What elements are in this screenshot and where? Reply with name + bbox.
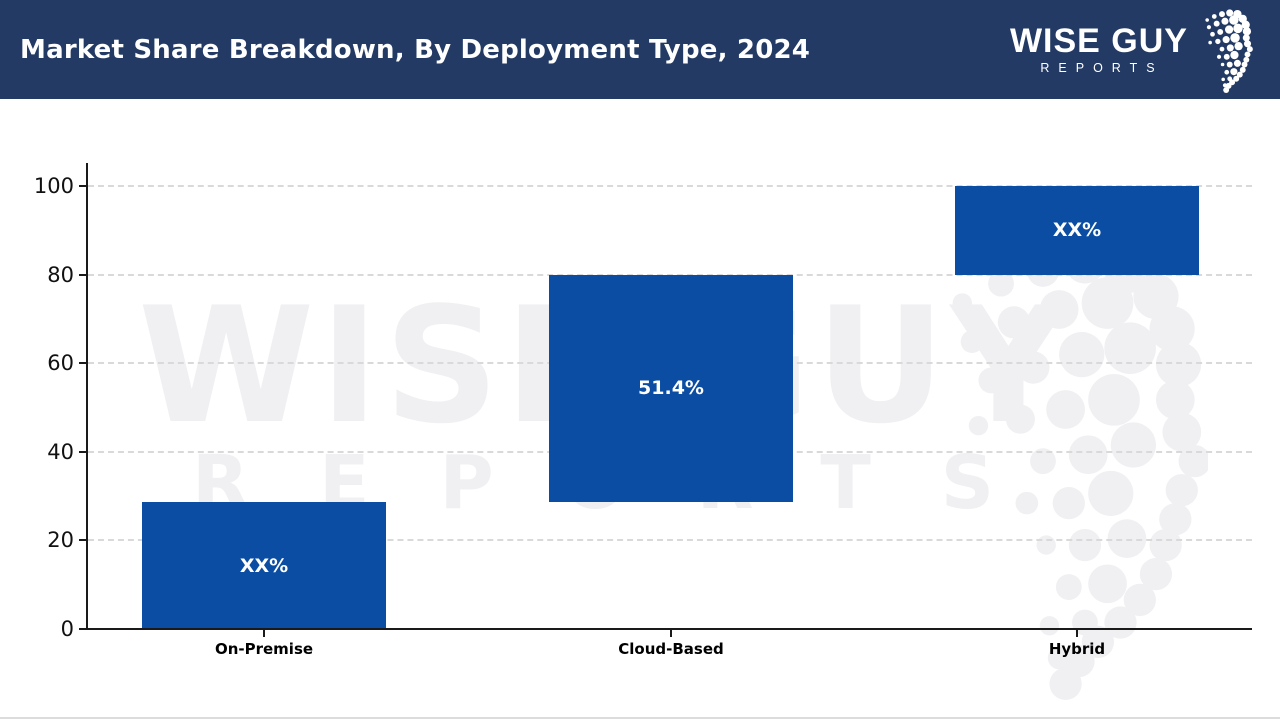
logo-wordmark: WISE GUY xyxy=(1009,22,1188,61)
y-axis-spine xyxy=(86,163,88,630)
wiseguy-logo: WISE GUY REPORTS xyxy=(1010,7,1254,93)
y-tick-40 xyxy=(79,450,86,453)
y-tick-100 xyxy=(79,185,86,187)
x-category-label-hybrid: Hybrid xyxy=(1048,640,1106,658)
y-tick-label-80: 80 xyxy=(47,262,74,287)
logo-subtext: REPORTS xyxy=(1040,61,1164,76)
gridline-20 xyxy=(88,539,1252,542)
x-category-label-cloud-based: Cloud-Based xyxy=(618,640,724,658)
y-tick-label-0: 0 xyxy=(60,617,74,641)
bar-hybrid: XX% xyxy=(955,186,1199,275)
y-tick-label-100: 100 xyxy=(33,174,74,198)
bar-value-label-on-premise: XX% xyxy=(239,554,289,577)
y-tick-80 xyxy=(79,273,86,276)
y-tick-20 xyxy=(79,539,86,542)
y-tick-0 xyxy=(79,628,86,630)
chart-title: Market Share Breakdown, By Deployment Ty… xyxy=(20,34,811,65)
y-tick-label-20: 20 xyxy=(47,528,74,553)
bar-value-label-cloud-based: 51.4% xyxy=(638,377,704,400)
bar-cloud-based: 51.4% xyxy=(549,274,793,503)
bottom-divider xyxy=(0,717,1280,719)
bar-value-label-hybrid: XX% xyxy=(1052,219,1102,242)
header-bar: Market Share Breakdown, By Deployment Ty… xyxy=(0,0,1280,99)
y-tick-label-40: 40 xyxy=(47,439,74,464)
gridline-100 xyxy=(88,185,1252,187)
x-tick-on-premise xyxy=(263,630,265,637)
x-tick-cloud-based xyxy=(670,630,672,637)
x-axis-spine xyxy=(86,628,1252,630)
x-tick-hybrid xyxy=(1076,630,1078,637)
y-tick-label-60: 60 xyxy=(47,351,74,376)
bar-on-premise: XX% xyxy=(142,502,386,629)
x-category-label-on-premise: On-Premise xyxy=(214,640,314,658)
logo-text: WISE GUY REPORTS xyxy=(1010,24,1188,75)
y-tick-60 xyxy=(79,362,86,365)
